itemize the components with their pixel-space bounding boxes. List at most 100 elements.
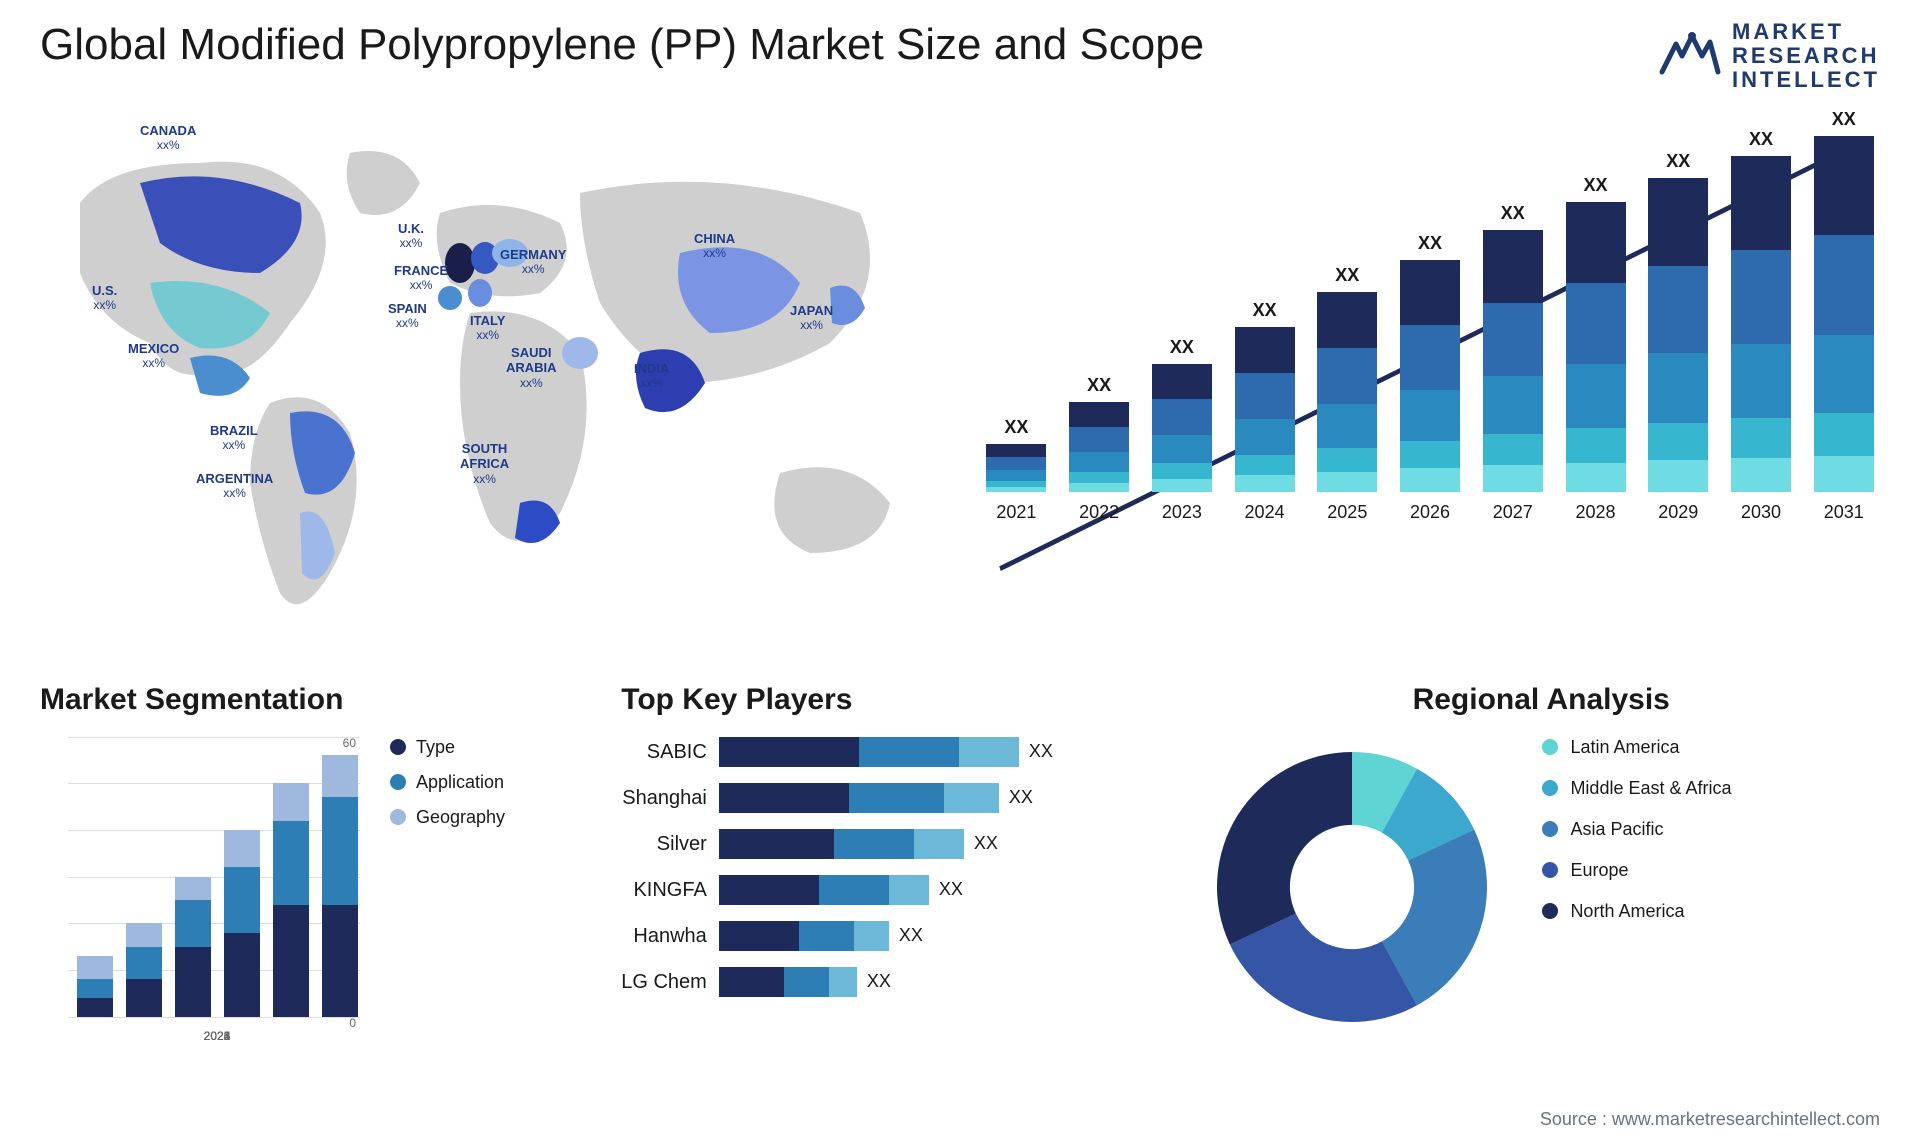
donut-legend-asia-pacific: Asia Pacific xyxy=(1542,819,1731,840)
growth-bar-stack xyxy=(1731,156,1791,492)
kp-name-kingfa: KINGFA xyxy=(621,875,707,905)
donut-legend-latin-america: Latin America xyxy=(1542,737,1731,758)
growth-year-label: 2021 xyxy=(996,502,1036,523)
growth-bar-label: XX xyxy=(1832,109,1856,130)
growth-bar-stack xyxy=(1483,230,1543,492)
growth-bar-stack xyxy=(1152,364,1212,492)
kp-name-hanwha: Hanwha xyxy=(621,921,707,951)
growth-bar-label: XX xyxy=(1253,300,1277,321)
growth-bar-2021: XX 2021 xyxy=(980,417,1053,523)
segmentation-chart: 0102030405060202120222023202420252026 xyxy=(40,737,360,1047)
growth-bar-2026: XX 2026 xyxy=(1394,233,1467,523)
kp-value: XX xyxy=(939,879,963,900)
seg-bar-2021: 2021 xyxy=(74,956,115,1017)
map-label-brazil: BRAZILxx% xyxy=(210,423,258,453)
donut-legend-middle-east-africa: Middle East & Africa xyxy=(1542,778,1731,799)
growth-bar-stack xyxy=(1566,202,1626,492)
map-label-canada: CANADAxx% xyxy=(140,123,196,153)
map-label-china: CHINAxx% xyxy=(694,231,735,261)
growth-bar-stack xyxy=(1648,178,1708,492)
seg-legend-geography: Geography xyxy=(390,807,505,828)
segmentation-section: Market Segmentation 01020304050602021202… xyxy=(40,683,561,1103)
map-label-south-africa: SOUTHAFRICAxx% xyxy=(460,441,509,487)
growth-year-label: 2022 xyxy=(1079,502,1119,523)
kp-value: XX xyxy=(867,971,891,992)
growth-year-label: 2031 xyxy=(1824,502,1864,523)
donut-legend-north-america: North America xyxy=(1542,901,1731,922)
seg-legend-application: Application xyxy=(390,772,505,793)
growth-bar-stack xyxy=(1069,402,1129,492)
segmentation-title: Market Segmentation xyxy=(40,683,561,717)
growth-bar-stack xyxy=(1814,136,1874,492)
growth-bar-2024: XX2024 xyxy=(1228,300,1301,523)
growth-year-label: 2029 xyxy=(1658,502,1698,523)
map-label-japan: JAPANxx% xyxy=(790,303,833,333)
growth-bar-stack xyxy=(1317,292,1377,492)
growth-bar-label: XX xyxy=(1584,175,1608,196)
map-label-u-k-: U.K.xx% xyxy=(398,221,424,251)
regional-title: Regional Analysis xyxy=(1202,683,1880,717)
growth-bar-label: XX xyxy=(1004,417,1028,438)
donut-legend-europe: Europe xyxy=(1542,860,1731,881)
regional-section: Regional Analysis Latin America Middle Ea… xyxy=(1202,683,1880,1103)
growth-bar-2030: XX 2030 xyxy=(1725,129,1798,523)
kp-value: XX xyxy=(1029,741,1053,762)
map-svg xyxy=(40,123,940,643)
key-players-names: SABIC Shanghai Silver KINGFA Hanwha LG Chem xyxy=(621,737,707,997)
donut-slice-north-america xyxy=(1217,752,1352,944)
map-label-u-s-: U.S.xx% xyxy=(92,283,117,313)
growth-year-label: 2026 xyxy=(1410,502,1450,523)
seg-bar-2024: 2024 xyxy=(221,830,262,1017)
kp-name-silver: Silver xyxy=(621,829,707,859)
map-label-france: FRANCExx% xyxy=(394,263,448,293)
growth-bar-2023: XX2023 xyxy=(1145,337,1218,523)
map-label-italy: ITALYxx% xyxy=(470,313,505,343)
growth-bar-label: XX xyxy=(1501,203,1525,224)
growth-bar-label: XX xyxy=(1335,265,1359,286)
kp-name-lg-chem: LG Chem xyxy=(621,967,707,997)
growth-bar-2029: XX 2029 xyxy=(1642,151,1715,523)
kp-name-sabic: SABIC xyxy=(621,737,707,767)
key-players-bars: XXXXXXXXXXXX xyxy=(719,737,1143,997)
growth-bar-2028: XX 2028 xyxy=(1559,175,1632,523)
growth-bar-label: XX xyxy=(1749,129,1773,150)
map-label-spain: SPAINxx% xyxy=(388,301,427,331)
map-label-germany: GERMANYxx% xyxy=(500,247,566,277)
growth-bar-stack xyxy=(1400,260,1460,492)
map-label-india: INDIAxx% xyxy=(634,361,669,391)
seg-x-label: 2026 xyxy=(204,1029,231,1043)
growth-bar-label: XX xyxy=(1170,337,1194,358)
donut-legend: Latin America Middle East & Africa Asia Pa… xyxy=(1542,737,1731,922)
seg-bar-2026: 2026 xyxy=(319,755,360,1016)
growth-year-label: 2025 xyxy=(1327,502,1367,523)
growth-year-label: 2028 xyxy=(1575,502,1615,523)
map-label-mexico: MEXICOxx% xyxy=(128,341,179,371)
kp-name-shanghai: Shanghai xyxy=(621,783,707,813)
growth-bar-2025: XX 2025 xyxy=(1311,265,1384,523)
donut-chart xyxy=(1202,737,1502,1037)
logo-line-1: MARKET xyxy=(1732,20,1880,44)
growth-chart: XX2021XX2022XX2023XX2024XX2025XX2026XX20… xyxy=(980,123,1880,643)
kp-bar-lg-chem: XX xyxy=(719,967,1143,997)
key-players-section: Top Key Players SABICShanghaiSilverKINGF… xyxy=(621,683,1142,1103)
kp-bar-silver: XX xyxy=(719,829,1143,859)
seg-legend-type: Type xyxy=(390,737,505,758)
growth-bar-stack xyxy=(1235,327,1295,492)
map-label-argentina: ARGENTINAxx% xyxy=(196,471,273,501)
seg-bar-2022: 2022 xyxy=(123,923,164,1016)
seg-bar-2023: 2023 xyxy=(172,877,213,1017)
kp-value: XX xyxy=(1009,787,1033,808)
segmentation-legend: Type Application Geography xyxy=(390,737,505,1047)
growth-year-label: 2027 xyxy=(1493,502,1533,523)
growth-bar-2031: XX 2031 xyxy=(1807,109,1880,523)
growth-bar-label: XX xyxy=(1418,233,1442,254)
map-label-saudi-arabia: SAUDIARABIAxx% xyxy=(506,345,557,391)
logo-icon xyxy=(1658,28,1722,84)
page-title: Global Modified Polypropylene (PP) Marke… xyxy=(40,20,1204,70)
growth-year-label: 2030 xyxy=(1741,502,1781,523)
growth-bar-2027: XX 2027 xyxy=(1476,203,1549,523)
growth-bar-label: XX xyxy=(1087,375,1111,396)
logo-line-2: RESEARCH xyxy=(1732,44,1880,68)
growth-bar-label: XX xyxy=(1666,151,1690,172)
brand-logo: MARKET RESEARCH INTELLECT xyxy=(1658,20,1880,93)
